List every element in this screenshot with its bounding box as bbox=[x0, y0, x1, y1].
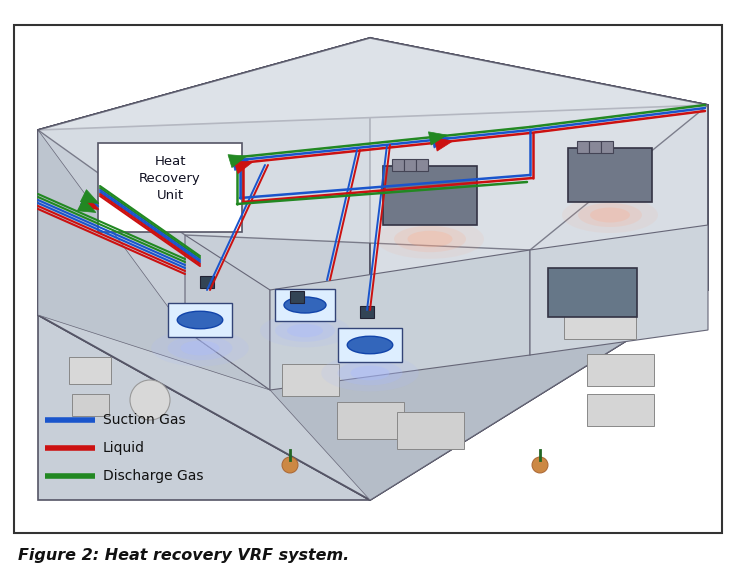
Ellipse shape bbox=[338, 361, 403, 385]
Circle shape bbox=[130, 380, 170, 420]
FancyBboxPatch shape bbox=[568, 148, 652, 202]
Circle shape bbox=[532, 457, 548, 473]
Text: Liquid: Liquid bbox=[103, 441, 145, 455]
FancyBboxPatch shape bbox=[548, 268, 637, 317]
Polygon shape bbox=[38, 38, 708, 500]
Polygon shape bbox=[80, 193, 99, 206]
Ellipse shape bbox=[275, 319, 335, 342]
Ellipse shape bbox=[152, 330, 249, 366]
Circle shape bbox=[282, 457, 298, 473]
FancyBboxPatch shape bbox=[404, 159, 416, 171]
Polygon shape bbox=[231, 158, 250, 171]
FancyBboxPatch shape bbox=[383, 166, 477, 225]
Polygon shape bbox=[80, 190, 99, 203]
Polygon shape bbox=[80, 196, 99, 209]
FancyBboxPatch shape bbox=[577, 141, 589, 153]
Polygon shape bbox=[185, 235, 270, 390]
Ellipse shape bbox=[562, 197, 658, 233]
FancyBboxPatch shape bbox=[282, 364, 339, 396]
FancyBboxPatch shape bbox=[337, 402, 404, 439]
FancyBboxPatch shape bbox=[14, 25, 722, 533]
Ellipse shape bbox=[347, 336, 393, 354]
Polygon shape bbox=[168, 303, 232, 337]
Polygon shape bbox=[270, 250, 530, 390]
Polygon shape bbox=[38, 38, 708, 250]
Polygon shape bbox=[338, 328, 402, 362]
Text: Figure 2: Heat recovery VRF system.: Figure 2: Heat recovery VRF system. bbox=[18, 548, 350, 563]
FancyBboxPatch shape bbox=[564, 302, 636, 339]
Ellipse shape bbox=[260, 314, 350, 348]
Polygon shape bbox=[234, 161, 252, 173]
FancyBboxPatch shape bbox=[416, 159, 428, 171]
FancyBboxPatch shape bbox=[69, 357, 111, 384]
Polygon shape bbox=[185, 290, 708, 500]
Ellipse shape bbox=[321, 355, 419, 392]
FancyBboxPatch shape bbox=[98, 143, 242, 232]
Text: Suction Gas: Suction Gas bbox=[103, 413, 185, 427]
Ellipse shape bbox=[284, 297, 326, 313]
Text: Heat
Recovery
Unit: Heat Recovery Unit bbox=[139, 155, 201, 202]
Polygon shape bbox=[38, 38, 708, 130]
Text: Discharge Gas: Discharge Gas bbox=[103, 469, 203, 483]
Polygon shape bbox=[370, 38, 708, 500]
Polygon shape bbox=[77, 199, 96, 212]
FancyBboxPatch shape bbox=[72, 394, 109, 416]
Ellipse shape bbox=[376, 219, 484, 259]
Polygon shape bbox=[38, 38, 370, 500]
Ellipse shape bbox=[394, 226, 466, 252]
FancyBboxPatch shape bbox=[200, 276, 214, 288]
Polygon shape bbox=[530, 225, 708, 355]
Ellipse shape bbox=[350, 366, 389, 380]
Ellipse shape bbox=[590, 208, 630, 222]
Polygon shape bbox=[228, 155, 247, 168]
FancyBboxPatch shape bbox=[360, 306, 374, 318]
Polygon shape bbox=[38, 38, 708, 500]
Polygon shape bbox=[38, 130, 270, 390]
Polygon shape bbox=[434, 138, 453, 151]
Ellipse shape bbox=[168, 336, 233, 360]
Ellipse shape bbox=[408, 230, 453, 247]
Polygon shape bbox=[38, 315, 370, 500]
FancyBboxPatch shape bbox=[587, 394, 654, 426]
Ellipse shape bbox=[177, 311, 223, 329]
Ellipse shape bbox=[180, 340, 219, 355]
Ellipse shape bbox=[578, 203, 642, 227]
Polygon shape bbox=[431, 135, 450, 148]
FancyBboxPatch shape bbox=[601, 141, 613, 153]
FancyBboxPatch shape bbox=[392, 159, 404, 171]
FancyBboxPatch shape bbox=[397, 412, 464, 449]
FancyBboxPatch shape bbox=[290, 291, 304, 303]
Ellipse shape bbox=[287, 324, 323, 338]
Polygon shape bbox=[428, 132, 447, 145]
FancyBboxPatch shape bbox=[587, 354, 654, 386]
Polygon shape bbox=[275, 289, 335, 321]
FancyBboxPatch shape bbox=[589, 141, 601, 153]
